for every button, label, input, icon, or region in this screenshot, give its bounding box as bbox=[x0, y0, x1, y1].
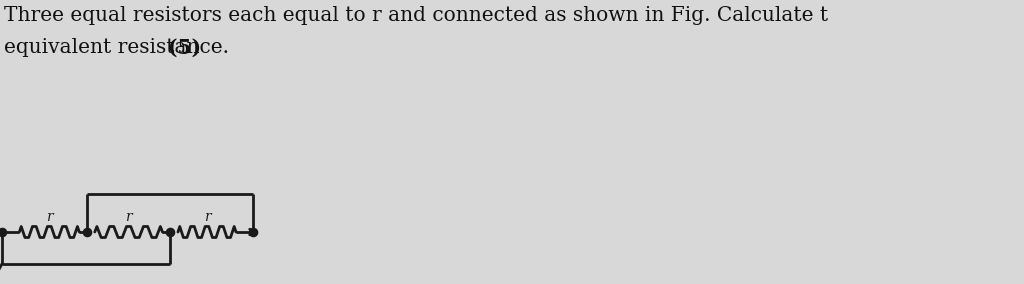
Point bbox=[162, 230, 178, 234]
Text: r: r bbox=[125, 210, 132, 224]
Text: equivalent resistance.: equivalent resistance. bbox=[4, 38, 229, 57]
Point bbox=[245, 230, 261, 234]
Point bbox=[0, 230, 10, 234]
Text: r: r bbox=[204, 210, 210, 224]
Text: Three equal resistors each equal to r and connected as shown in Fig. Calculate t: Three equal resistors each equal to r an… bbox=[4, 6, 828, 25]
Text: r: r bbox=[46, 210, 52, 224]
Text: (5): (5) bbox=[161, 38, 201, 58]
Point bbox=[79, 230, 95, 234]
